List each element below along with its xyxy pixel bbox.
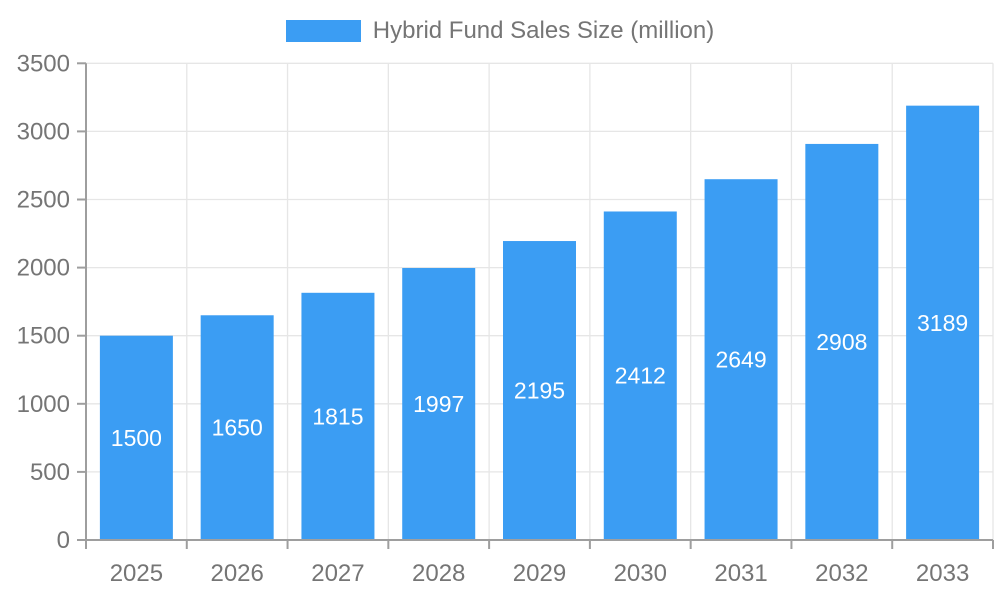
bar-2033[interactable] xyxy=(906,105,980,540)
bar-value-label: 2908 xyxy=(816,329,867,355)
bar-value-label: 2195 xyxy=(514,378,565,404)
x-tick-label: 2029 xyxy=(513,560,566,587)
legend[interactable]: Hybrid Fund Sales Size (million) xyxy=(0,17,1000,45)
y-tick-label: 500 xyxy=(30,459,70,486)
legend-label: Hybrid Fund Sales Size (million) xyxy=(372,17,715,44)
x-tick-label: 2033 xyxy=(916,560,969,587)
y-tick-label: 2000 xyxy=(17,255,70,282)
bar-value-label: 2412 xyxy=(615,363,666,389)
y-tick-label: 0 xyxy=(57,527,70,554)
x-tick-label: 2027 xyxy=(311,560,364,587)
bar-value-label: 1815 xyxy=(312,403,363,429)
y-tick-label: 3000 xyxy=(17,118,70,145)
y-tick-label: 1500 xyxy=(17,323,70,350)
bar-2027[interactable] xyxy=(301,292,375,540)
bar-value-label: 1500 xyxy=(111,425,162,451)
y-tick-label: 3500 xyxy=(17,50,70,77)
bar-2025[interactable] xyxy=(99,335,173,540)
x-tick-label: 2028 xyxy=(412,560,465,587)
bar-2031[interactable] xyxy=(704,179,778,540)
y-tick-label: 2500 xyxy=(17,187,70,214)
bar-value-label: 1997 xyxy=(413,391,464,417)
bar-value-label: 3189 xyxy=(917,310,968,336)
bar-value-label: 1650 xyxy=(212,415,263,441)
bar-2028[interactable] xyxy=(402,268,476,540)
bar-2026[interactable] xyxy=(200,315,274,540)
bar-value-label: 2649 xyxy=(715,347,766,373)
legend-swatch xyxy=(285,20,361,42)
x-tick-label: 2025 xyxy=(110,560,163,587)
y-tick-label: 1000 xyxy=(17,391,70,418)
bar-2029[interactable] xyxy=(503,241,576,540)
bar-2032[interactable] xyxy=(805,143,879,540)
x-tick-label: 2030 xyxy=(614,560,667,587)
x-tick-label: 2026 xyxy=(210,560,263,587)
x-tick-label: 2032 xyxy=(815,560,868,587)
bar-2030[interactable] xyxy=(603,211,677,540)
x-tick-label: 2031 xyxy=(714,560,767,587)
